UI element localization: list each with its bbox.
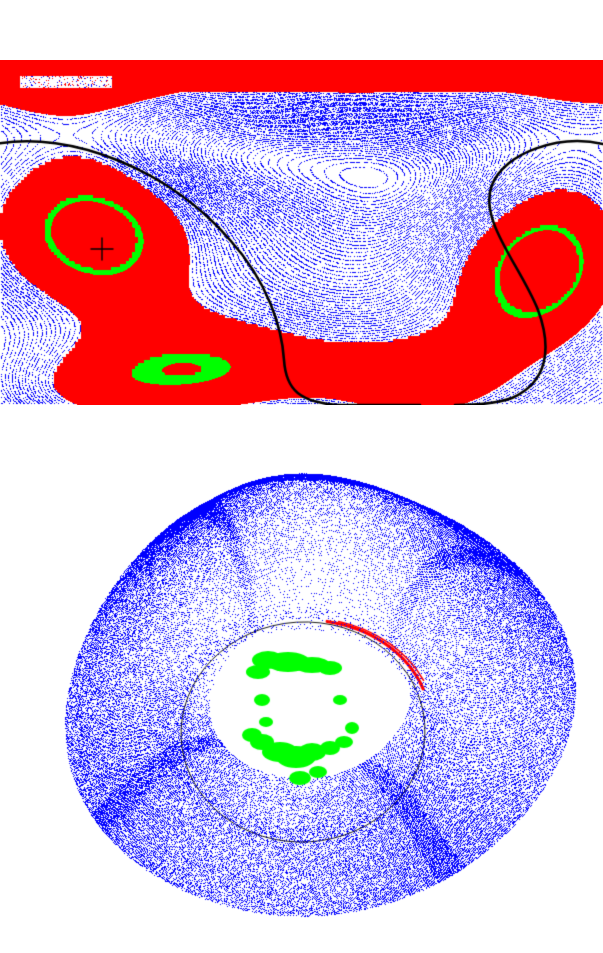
equirectangular-contour-map bbox=[0, 60, 603, 405]
globe-contour-canvas bbox=[0, 440, 603, 953]
three-d-surface-projection bbox=[0, 440, 603, 953]
map-contour-canvas bbox=[0, 60, 603, 405]
